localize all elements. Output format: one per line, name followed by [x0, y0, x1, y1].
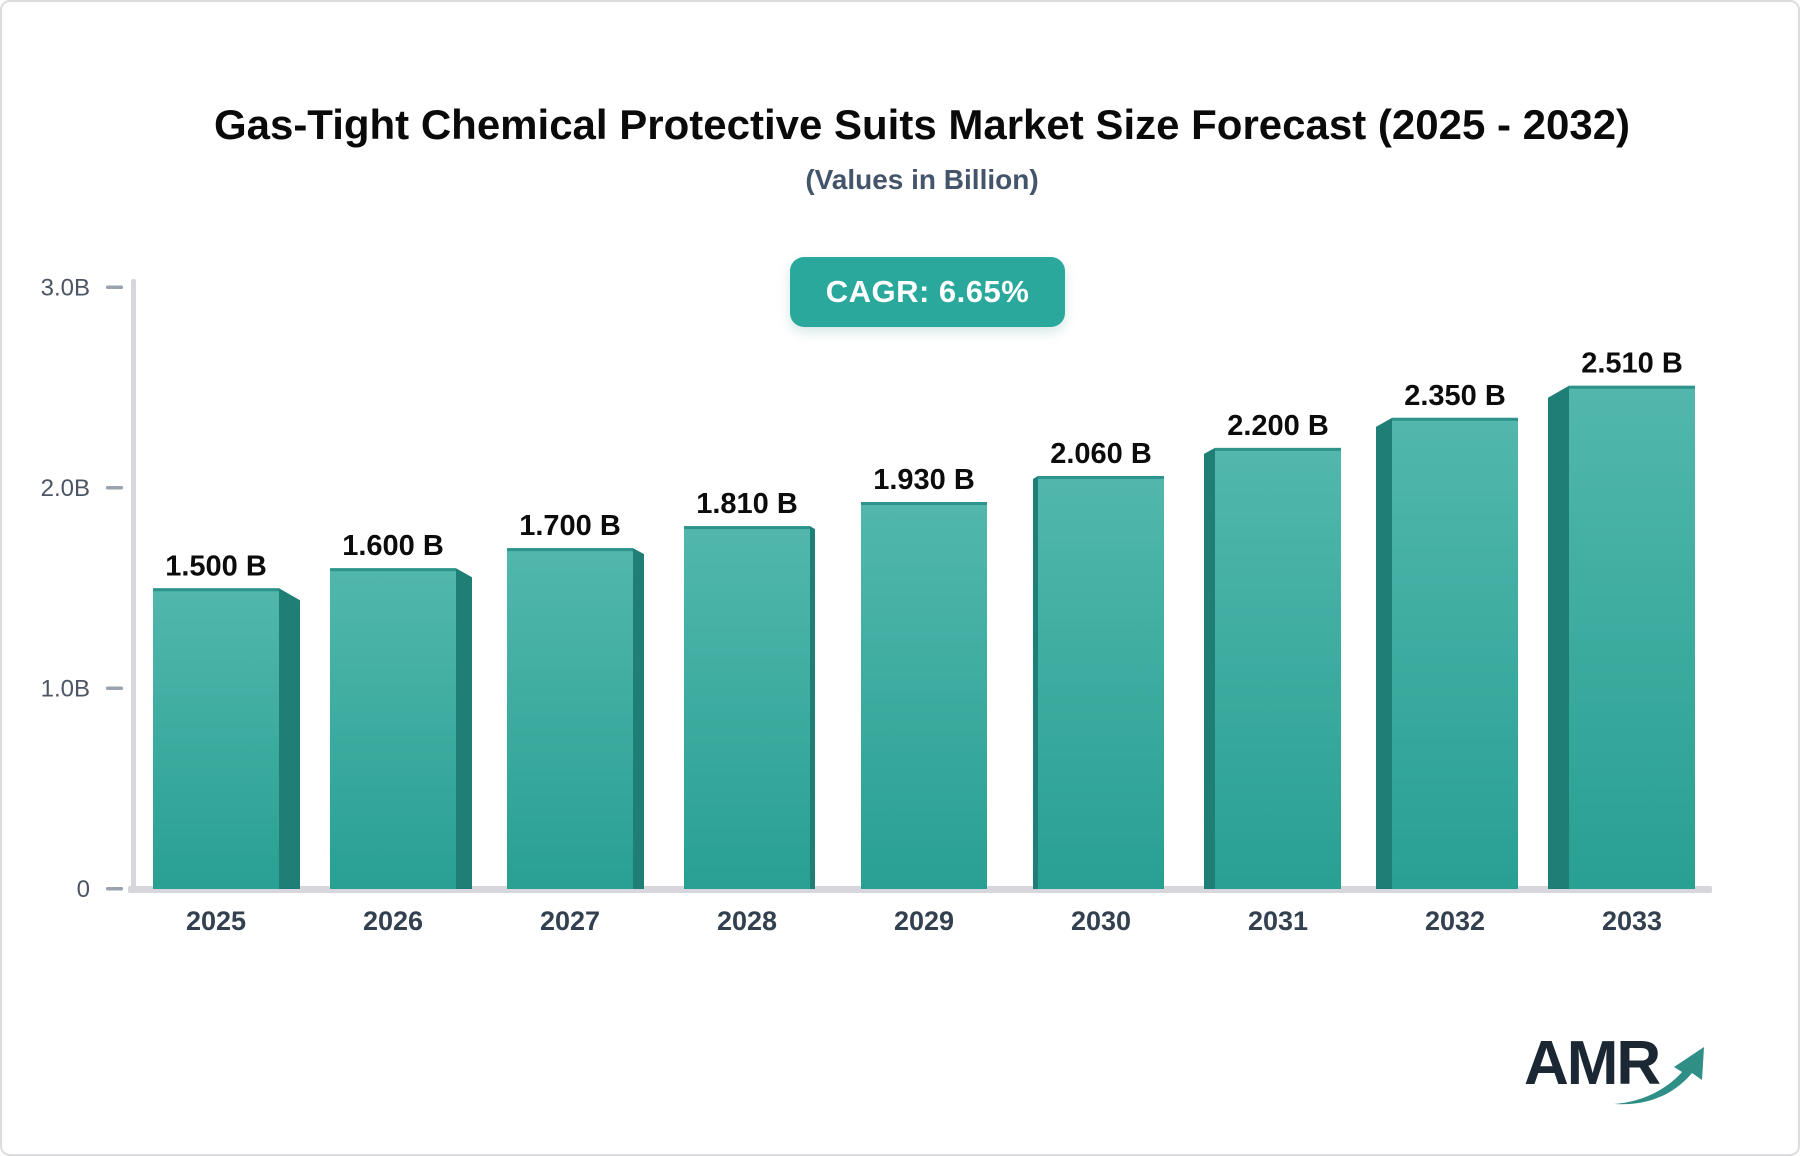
bar-value-label: 1.930 B — [873, 464, 975, 496]
y-tick-mark — [106, 686, 123, 690]
bar-value-label: 1.700 B — [519, 510, 621, 542]
bar-top-edge — [1569, 385, 1695, 389]
bar-top-edge — [1038, 475, 1164, 479]
bar-top-edge — [330, 568, 456, 572]
bar-value-label: 1.600 B — [342, 530, 444, 562]
bar-value-label: 2.350 B — [1404, 380, 1506, 412]
cagr-badge: CAGR: 6.65% — [790, 257, 1065, 327]
bar-value-label: 2.060 B — [1050, 438, 1152, 470]
growth-arrow-icon — [1614, 1047, 1704, 1105]
chart-title: Gas-Tight Chemical Protective Suits Mark… — [213, 101, 1631, 148]
bar-side-face — [1376, 417, 1392, 889]
amr-logo: AMR — [1524, 1028, 1734, 1118]
bar-value-label: 1.810 B — [696, 488, 798, 520]
bar-value-label: 2.200 B — [1227, 410, 1329, 442]
bar-side-face — [1204, 447, 1215, 889]
x-tick-label-2032: 2032 — [1425, 906, 1485, 936]
amr-logo-text: AMR — [1524, 1029, 1661, 1098]
bar-side-face — [633, 548, 644, 889]
bar-side-face — [1548, 385, 1569, 889]
bar-side-face — [279, 588, 300, 889]
y-tick-mark — [106, 887, 123, 891]
bar-side-face — [810, 526, 815, 889]
y-tick-label: 3.0B — [41, 275, 90, 302]
bar-2033 — [1569, 385, 1695, 889]
x-tick-label-2026: 2026 — [363, 906, 423, 936]
x-tick-label-2025: 2025 — [186, 906, 246, 936]
bar-2031 — [1215, 447, 1341, 889]
bar-top-edge — [684, 526, 810, 530]
x-tick-label-2027: 2027 — [540, 906, 600, 936]
bar-top-edge — [1392, 417, 1518, 421]
bar-2029 — [861, 502, 987, 889]
bar-top-edge — [507, 548, 633, 552]
chart-subtitle: (Values in Billion) — [805, 164, 1039, 195]
bar-2028 — [684, 526, 810, 889]
bar-side-face — [1033, 475, 1038, 889]
bar-value-label: 2.510 B — [1581, 348, 1683, 380]
y-tick-mark — [106, 285, 123, 289]
y-tick-label: 2.0B — [41, 475, 90, 502]
bar-top-edge — [861, 502, 987, 506]
y-tick-mark — [106, 486, 123, 490]
x-tick-label-2031: 2031 — [1248, 906, 1308, 936]
y-tick-label: 1.0B — [41, 676, 90, 703]
x-tick-label-2028: 2028 — [717, 906, 777, 936]
bar-top-edge — [1215, 447, 1341, 451]
bar-side-face — [456, 568, 472, 889]
x-tick-label-2029: 2029 — [894, 906, 954, 936]
bar-2027 — [507, 548, 633, 889]
bar-value-label: 1.500 B — [165, 550, 267, 582]
bar-2032 — [1392, 417, 1518, 889]
y-axis-line — [131, 279, 136, 892]
x-tick-label-2033: 2033 — [1602, 906, 1662, 936]
x-tick-label-2030: 2030 — [1071, 906, 1131, 936]
bar-2030 — [1038, 475, 1164, 889]
bar-top-edge — [153, 588, 279, 592]
bar-2025 — [153, 588, 279, 889]
y-tick-label: 0 — [77, 876, 90, 903]
bar-2026 — [330, 568, 456, 889]
